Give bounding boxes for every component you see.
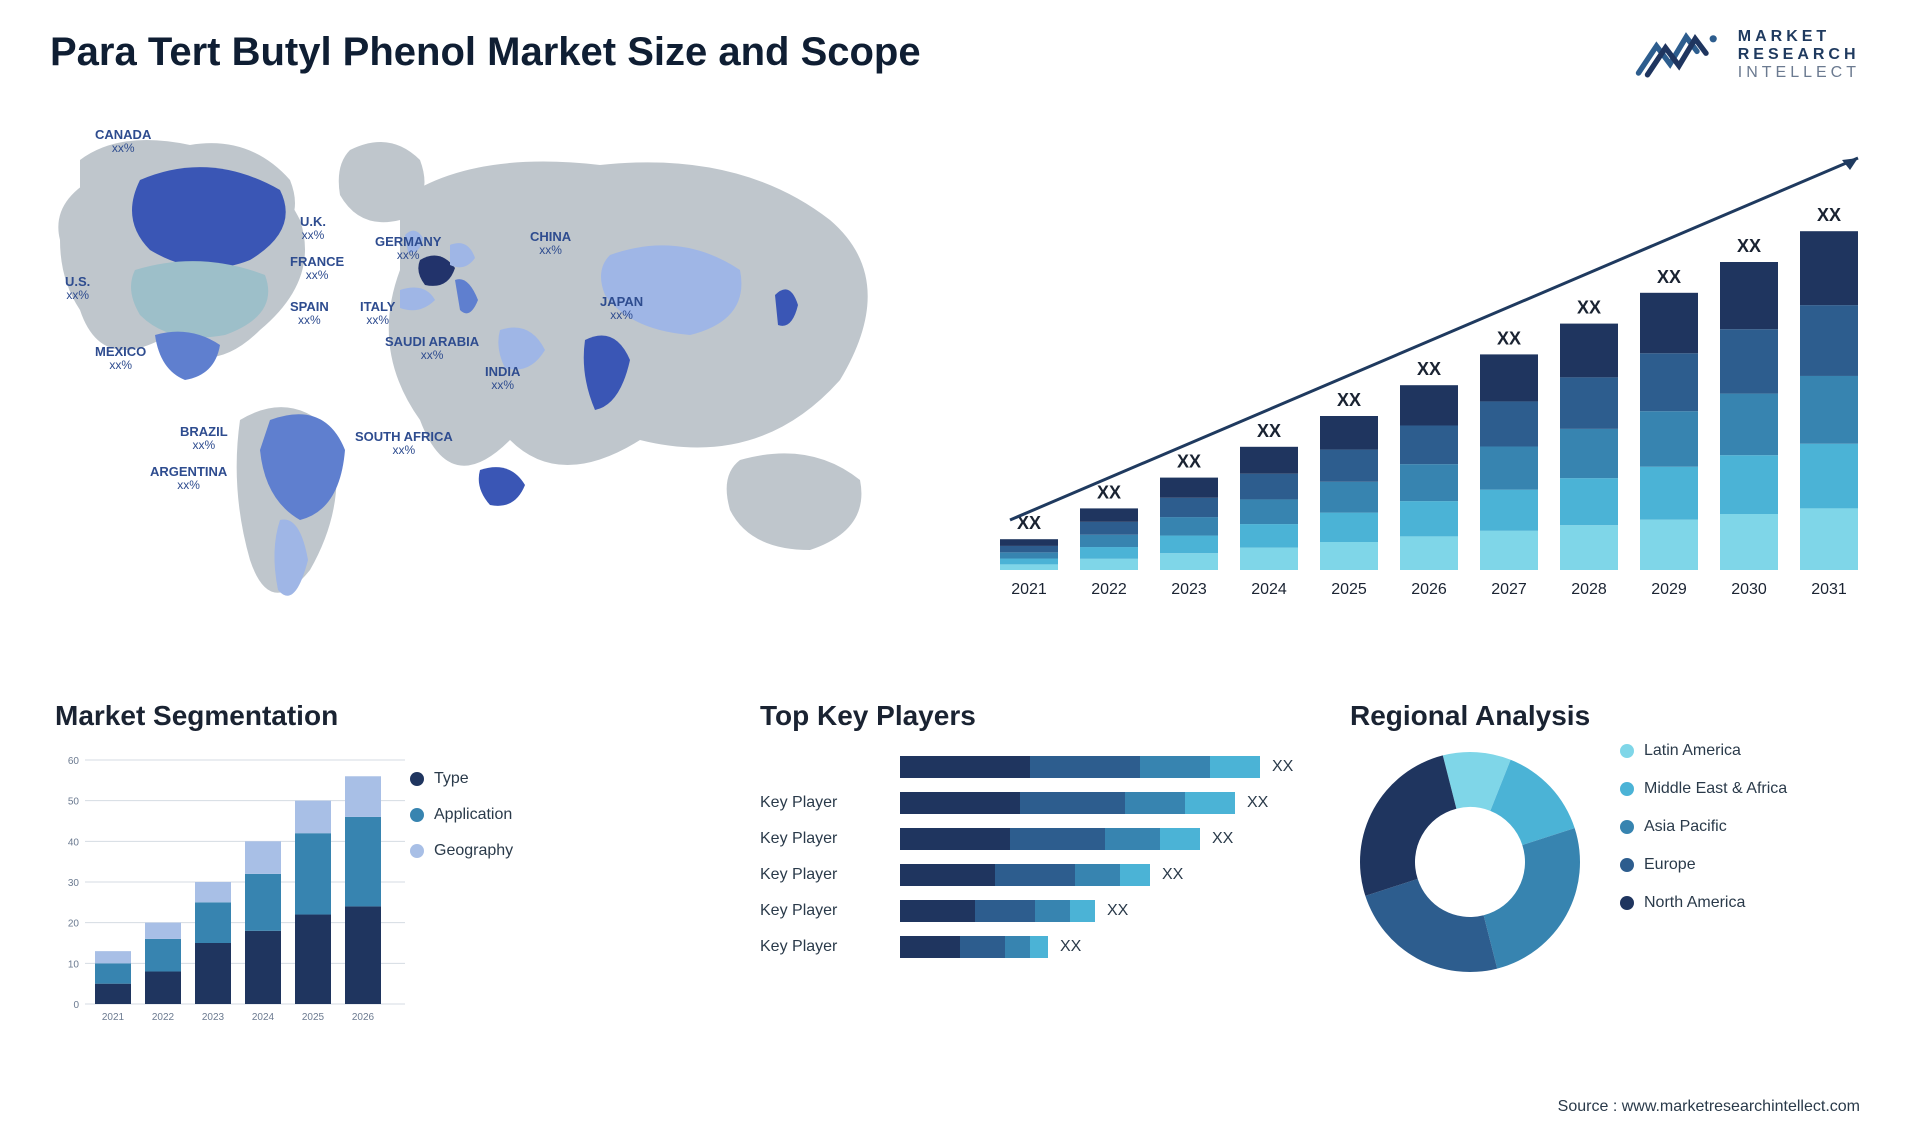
player-bar [900,936,1048,958]
svg-text:2023: 2023 [1171,581,1207,598]
svg-text:2025: 2025 [1331,581,1367,598]
svg-text:XX: XX [1817,205,1841,225]
player-row: Key Player XX [760,828,1320,850]
svg-text:XX: XX [1177,452,1201,472]
page-title: Para Tert Butyl Phenol Market Size and S… [50,30,921,75]
svg-text:XX: XX [1737,236,1761,256]
svg-text:XX: XX [1097,482,1121,502]
main-bar-chart: XX 2021 XX 2022 XX 2023 XX 2024 XX 2025 XX 2026 XX 20… [980,130,1860,610]
regional-legend-item: Latin America [1620,742,1787,760]
svg-text:2022: 2022 [1091,581,1127,598]
svg-text:0: 0 [73,1000,79,1011]
svg-text:XX: XX [1657,267,1681,287]
svg-text:2028: 2028 [1571,581,1607,598]
svg-text:2024: 2024 [252,1012,275,1023]
map-country-label: CANADAxx% [95,128,151,155]
player-value: XX [1162,866,1183,884]
brand-logo: MARKET RESEARCH INTELLECT [1634,25,1860,85]
map-country-label: BRAZILxx% [180,425,228,452]
seg-legend-item: Type [410,770,513,788]
svg-text:XX: XX [1497,328,1521,348]
logo-text: MARKET RESEARCH INTELLECT [1738,28,1860,82]
svg-text:2030: 2030 [1731,581,1767,598]
regional-legend-item: North America [1620,894,1787,912]
player-label: Key Player [760,830,900,848]
logo-icon [1634,25,1724,85]
segmentation-legend: Type Application Geography [410,770,513,878]
svg-text:XX: XX [1417,359,1441,379]
map-country-label: SAUDI ARABIAxx% [385,335,479,362]
map-country-label: ARGENTINAxx% [150,465,227,492]
main-chart-svg: XX 2021 XX 2022 XX 2023 XX 2024 XX 2025 XX 2026 XX 20… [980,130,1860,610]
svg-text:XX: XX [1257,421,1281,441]
map-country-label: SPAINxx% [290,300,329,327]
svg-text:10: 10 [68,959,80,970]
player-value: XX [1107,902,1128,920]
regional-donut [1350,742,1590,982]
svg-text:20: 20 [68,919,80,930]
svg-text:XX: XX [1337,390,1361,410]
segmentation-panel: Market Segmentation 0 10 20 30 40 50 60 2021 202… [55,700,615,1035]
player-row: XX [760,756,1320,778]
regional-legend-item: Asia Pacific [1620,818,1787,836]
svg-text:40: 40 [68,837,80,848]
svg-text:2026: 2026 [352,1012,375,1023]
seg-legend-item: Geography [410,842,513,860]
svg-text:XX: XX [1577,298,1601,318]
player-label: Key Player [760,866,900,884]
map-country-label: U.S.xx% [65,275,90,302]
svg-text:60: 60 [68,756,80,767]
map-country-label: JAPANxx% [600,295,643,322]
player-label: Key Player [760,794,900,812]
player-row: Key Player XX [760,936,1320,958]
svg-text:2023: 2023 [202,1012,225,1023]
player-bar [900,792,1235,814]
svg-text:2021: 2021 [102,1012,125,1023]
svg-text:30: 30 [68,878,80,889]
map-country-label: SOUTH AFRICAxx% [355,430,453,457]
svg-text:2031: 2031 [1811,581,1847,598]
seg-legend-item: Application [410,806,513,824]
players-bars: XXKey PlayerXXKey PlayerXXKey PlayerXXKe… [760,756,1320,958]
map-country-label: ITALYxx% [360,300,395,327]
regional-legend-item: Europe [1620,856,1787,874]
regional-panel: Regional Analysis Latin America Middle Ea… [1350,700,1870,982]
player-bar [900,828,1200,850]
player-row: Key Player XX [760,900,1320,922]
player-bar [900,900,1095,922]
segmentation-title: Market Segmentation [55,700,615,732]
players-title: Top Key Players [760,700,1320,732]
regional-legend-item: Middle East & Africa [1620,780,1787,798]
source-text: Source : www.marketresearchintellect.com [1558,1098,1860,1116]
map-country-label: U.K.xx% [300,215,326,242]
regional-title: Regional Analysis [1350,700,1870,732]
map-country-label: INDIAxx% [485,365,520,392]
svg-text:2021: 2021 [1011,581,1047,598]
player-value: XX [1060,938,1081,956]
player-label: Key Player [760,938,900,956]
map-country-label: MEXICOxx% [95,345,146,372]
svg-text:2022: 2022 [152,1012,175,1023]
players-panel: Top Key Players XXKey PlayerXXKey Player… [760,700,1320,972]
player-value: XX [1247,794,1268,812]
svg-text:50: 50 [68,797,80,808]
segmentation-chart: 0 10 20 30 40 50 60 2021 2022 2023 2024 2025 2026 [55,750,405,1030]
player-value: XX [1212,830,1233,848]
player-row: Key Player XX [760,864,1320,886]
player-label: Key Player [760,902,900,920]
svg-text:2027: 2027 [1491,581,1527,598]
svg-text:2029: 2029 [1651,581,1687,598]
regional-legend: Latin America Middle East & Africa Asia Pa… [1620,742,1787,932]
svg-text:2025: 2025 [302,1012,325,1023]
svg-text:2026: 2026 [1411,581,1447,598]
player-value: XX [1272,758,1293,776]
map-country-label: GERMANYxx% [375,235,441,262]
map-country-label: FRANCExx% [290,255,344,282]
player-bar [900,756,1260,778]
player-bar [900,864,1150,886]
map-country-label: CHINAxx% [530,230,571,257]
svg-text:2024: 2024 [1251,581,1287,598]
world-map-panel: CANADAxx% U.S.xx% MEXICOxx% BRAZILxx% ARGENT… [40,120,940,640]
player-row: Key Player XX [760,792,1320,814]
